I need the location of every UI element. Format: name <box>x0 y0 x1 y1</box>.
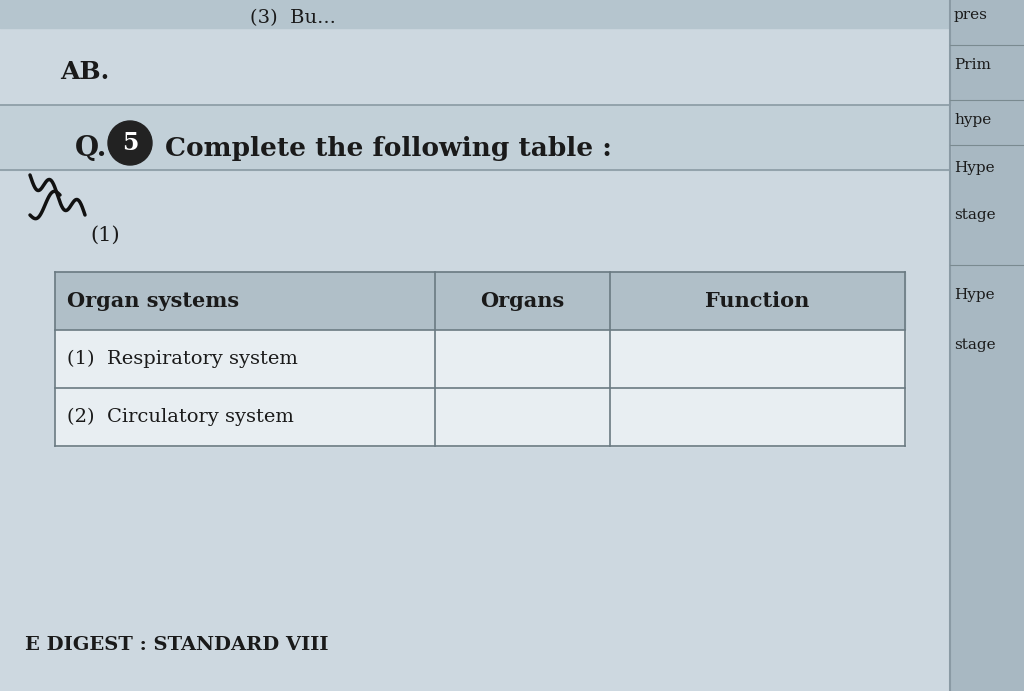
Text: stage: stage <box>954 338 995 352</box>
Text: Q.: Q. <box>75 135 108 162</box>
Bar <box>55 330 905 388</box>
Bar <box>55 388 905 446</box>
Text: AB.: AB. <box>60 60 110 84</box>
Text: pres: pres <box>954 8 988 22</box>
Text: Hype: Hype <box>954 161 994 175</box>
Circle shape <box>108 121 152 165</box>
Text: (2)  Circulatory system: (2) Circulatory system <box>67 408 294 426</box>
Bar <box>950 0 1024 691</box>
Text: Hype: Hype <box>954 288 994 302</box>
Text: Prim: Prim <box>954 58 991 72</box>
Bar <box>55 272 905 330</box>
Bar <box>0 0 950 28</box>
Text: Organs: Organs <box>480 291 564 311</box>
Text: E DIGEST : STANDARD VIII: E DIGEST : STANDARD VIII <box>25 636 329 654</box>
Text: 5: 5 <box>122 131 138 155</box>
Text: stage: stage <box>954 208 995 222</box>
Text: (1): (1) <box>90 225 120 245</box>
Text: Complete the following table :: Complete the following table : <box>165 135 612 160</box>
Text: Function: Function <box>706 291 810 311</box>
Bar <box>0 105 950 170</box>
Text: hype: hype <box>954 113 991 127</box>
Text: Organ systems: Organ systems <box>67 291 240 311</box>
Text: (3)  Bu...: (3) Bu... <box>250 9 336 27</box>
Text: (1)  Respiratory system: (1) Respiratory system <box>67 350 298 368</box>
